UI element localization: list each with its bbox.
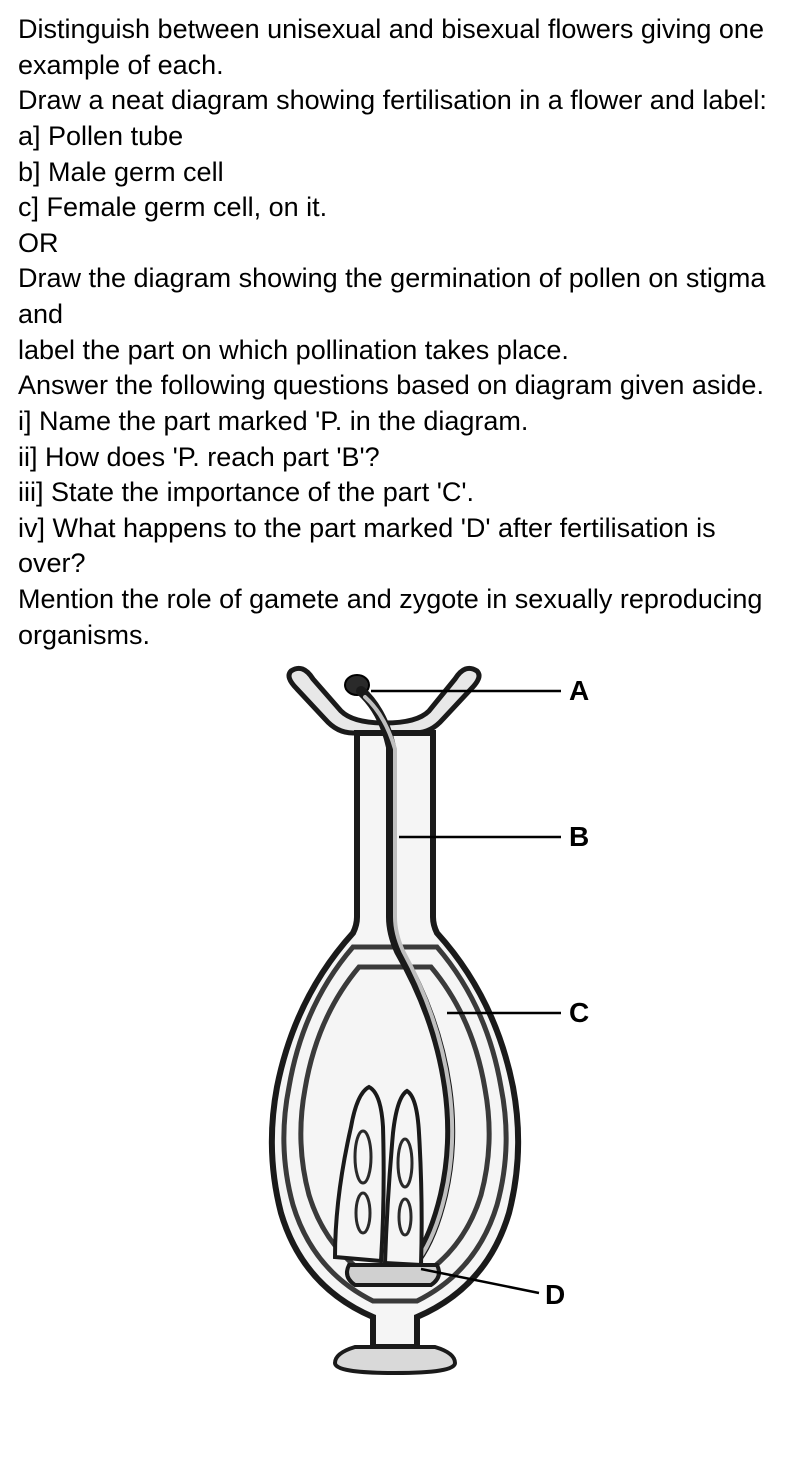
line: i] Name the part marked 'P. in the diagr… — [18, 404, 782, 440]
label-b: B — [569, 821, 589, 853]
line: Draw the diagram showing the germination… — [18, 261, 782, 332]
line: Draw a neat diagram showing fertilisatio… — [18, 83, 782, 119]
line: c] Female germ cell, on it. — [18, 190, 782, 226]
line: ii] How does 'P. reach part 'B'? — [18, 440, 782, 476]
line: Distinguish between unisexual and bisexu… — [18, 12, 782, 48]
line: a] Pollen tube — [18, 119, 782, 155]
line: iv] What happens to the part marked 'D' … — [18, 511, 782, 582]
label-a: A — [569, 675, 589, 707]
question-text: Distinguish between unisexual and bisexu… — [18, 12, 782, 653]
line: example of each. — [18, 48, 782, 84]
line: b] Male germ cell — [18, 155, 782, 191]
pistil-diagram: A B C D — [185, 657, 615, 1377]
pistil-svg — [185, 657, 615, 1377]
label-c: C — [569, 997, 589, 1029]
label-d: D — [545, 1279, 565, 1311]
line: organisms. — [18, 618, 782, 654]
line: OR — [18, 226, 782, 262]
line: label the part on which pollination take… — [18, 333, 782, 369]
line: Answer the following questions based on … — [18, 368, 782, 404]
line: Mention the role of gamete and zygote in… — [18, 582, 782, 618]
line: iii] State the importance of the part 'C… — [18, 475, 782, 511]
